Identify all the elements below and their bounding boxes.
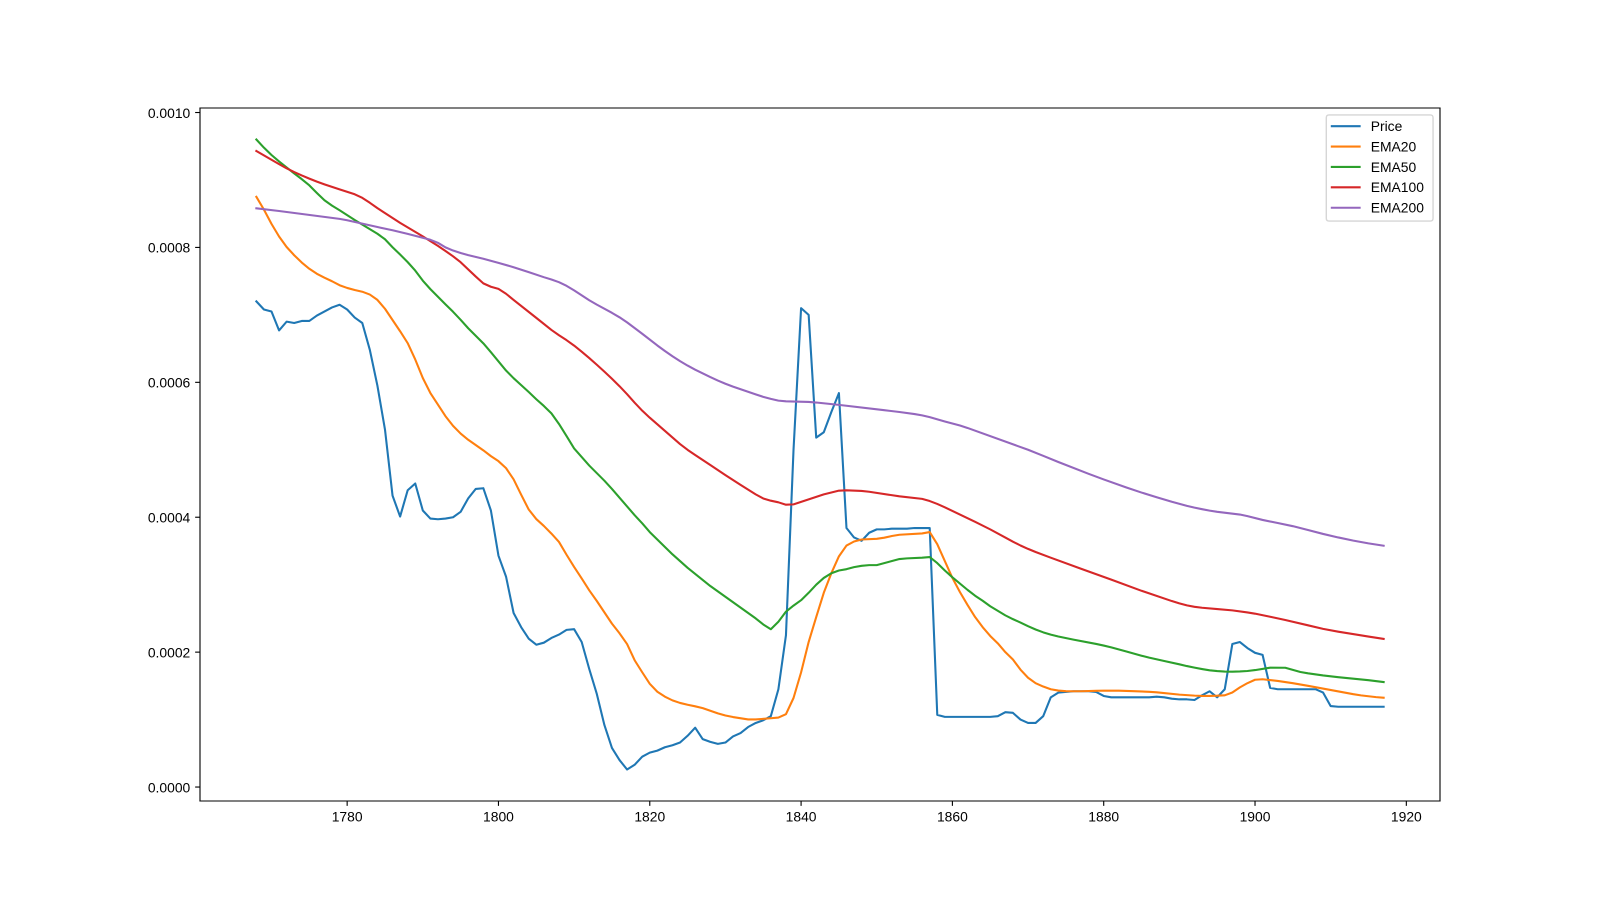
svg-text:0.0010: 0.0010 [148,105,191,121]
svg-text:1880: 1880 [1088,808,1119,824]
svg-text:EMA100: EMA100 [1371,179,1425,195]
svg-text:0.0008: 0.0008 [148,240,191,256]
svg-text:1800: 1800 [483,808,514,824]
svg-text:1860: 1860 [937,808,968,824]
svg-text:1900: 1900 [1240,808,1271,824]
svg-text:1780: 1780 [332,808,363,824]
svg-text:1820: 1820 [634,808,665,824]
svg-text:EMA20: EMA20 [1371,138,1417,154]
svg-text:0.0000: 0.0000 [148,779,191,795]
svg-text:0.0006: 0.0006 [148,375,191,391]
svg-text:1840: 1840 [786,808,817,824]
svg-text:EMA50: EMA50 [1371,159,1417,175]
svg-text:1920: 1920 [1391,808,1422,824]
svg-text:0.0002: 0.0002 [148,644,191,660]
svg-text:Price: Price [1371,118,1403,134]
svg-text:EMA200: EMA200 [1371,200,1425,216]
svg-text:0.0004: 0.0004 [148,510,191,526]
